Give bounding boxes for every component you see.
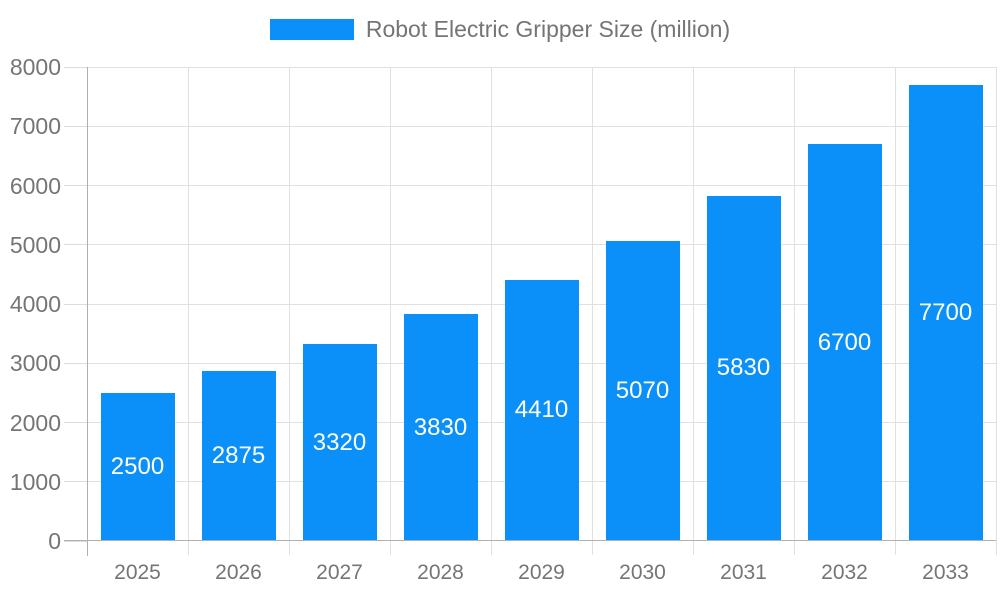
- y-tick-1000: [64, 481, 87, 483]
- x-axis-label-2031: 2031: [720, 561, 767, 584]
- bar-value-label-2033: 7700: [918, 298, 973, 326]
- gridline-y-8000: [87, 66, 996, 68]
- x-axis-label-2030: 2030: [619, 561, 666, 584]
- x-axis-label-2025: 2025: [114, 561, 161, 584]
- y-axis-label-4000: 4000: [9, 291, 61, 317]
- y-tick-4000: [64, 303, 87, 305]
- y-tick-2000: [64, 422, 87, 423]
- bar-value-label-2031: 5830: [716, 354, 771, 382]
- x-axis-label-2028: 2028: [417, 561, 464, 584]
- bar-value-label-2026: 2875: [211, 441, 266, 469]
- y-axis-label-6000: 6000: [9, 172, 61, 199]
- legend[interactable]: Robot Electric Gripper Size (million): [0, 18, 1000, 41]
- gridline-x-8: [894, 67, 896, 555]
- bar-2029[interactable]: 4410: [504, 279, 579, 541]
- bar-2027[interactable]: 3320: [302, 344, 377, 541]
- y-tick-3000: [64, 362, 87, 364]
- x-axis-label-2033: 2033: [922, 561, 969, 584]
- x-axis-label-2029: 2029: [518, 561, 565, 584]
- y-axis-label-7000: 7000: [9, 113, 61, 140]
- gridline-x-6: [692, 67, 694, 555]
- bar-2033[interactable]: 7700: [908, 84, 983, 541]
- gridline-y-5000: [87, 244, 996, 246]
- legend-label: Robot Electric Gripper Size (million): [365, 16, 731, 42]
- y-axis-label-3000: 3000: [9, 350, 61, 377]
- bar-2030[interactable]: 5070: [605, 240, 680, 541]
- y-axis-label-5000: 5000: [9, 231, 61, 258]
- y-tick-6000: [64, 185, 87, 186]
- bar-value-label-2032: 6700: [817, 328, 872, 356]
- gridline-x-7: [793, 67, 795, 555]
- gridline-x-9: [995, 67, 997, 555]
- y-tick-0: [64, 540, 87, 542]
- x-axis-label-2027: 2027: [316, 561, 363, 584]
- bar-value-label-2025: 2500: [110, 452, 165, 480]
- y-axis-label-2000: 2000: [9, 409, 61, 436]
- bar-2025[interactable]: 2500: [100, 392, 175, 541]
- gridline-x-4: [490, 67, 492, 555]
- x-axis-label-2026: 2026: [215, 561, 262, 584]
- legend-swatch: [269, 19, 354, 40]
- bar-2026[interactable]: 2875: [201, 370, 276, 541]
- bar-value-label-2028: 3830: [413, 413, 468, 441]
- bar-value-label-2029: 4410: [514, 396, 569, 424]
- bar-2028[interactable]: 3830: [403, 314, 478, 541]
- gridline-x-1: [187, 67, 189, 555]
- x-axis-line: [64, 540, 996, 541]
- y-axis-label-1000: 1000: [9, 468, 61, 495]
- bar-value-label-2030: 5070: [615, 376, 670, 404]
- x-axis-label-2032: 2032: [821, 561, 868, 584]
- gridline-x-3: [389, 67, 391, 555]
- bar-2032[interactable]: 6700: [807, 144, 882, 541]
- plot-area: 2500 2875 3320 3830 4410 5070 5830 6700 7700: [87, 66, 997, 555]
- y-axis-line: [87, 67, 88, 556]
- y-tick-7000: [64, 125, 87, 127]
- y-tick-5000: [64, 244, 87, 246]
- bar-2031[interactable]: 5830: [706, 195, 781, 541]
- gridline-x-5: [591, 67, 593, 555]
- gridline-y-6000: [87, 185, 996, 186]
- y-tick-8000: [64, 66, 87, 68]
- gridline-x-2: [288, 67, 290, 555]
- y-axis-label-0: 0: [48, 528, 61, 554]
- gridline-y-7000: [87, 125, 996, 127]
- y-axis-label-8000: 8000: [9, 54, 61, 80]
- bar-value-label-2027: 3320: [312, 428, 367, 456]
